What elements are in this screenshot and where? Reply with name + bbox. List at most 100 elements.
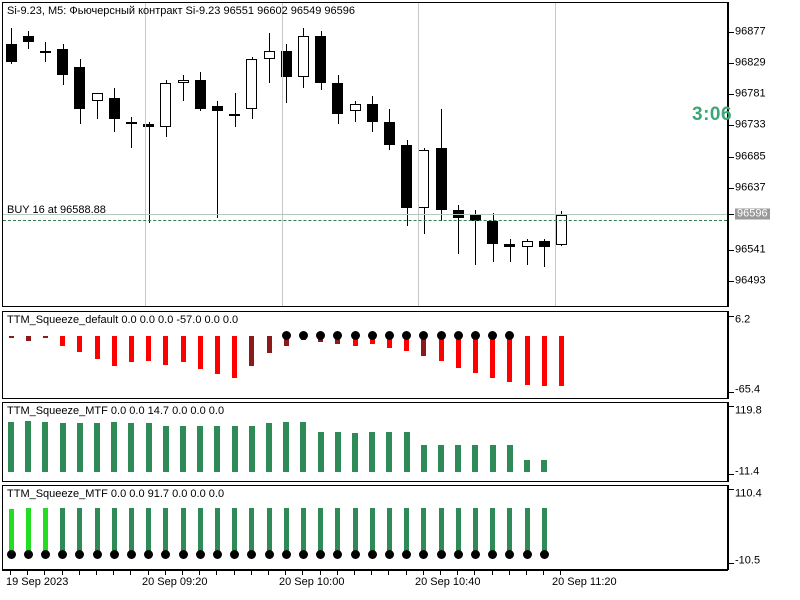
squeeze-dot xyxy=(385,550,394,559)
histogram-bar xyxy=(181,508,186,555)
squeeze-dot xyxy=(385,331,394,340)
axis-tick xyxy=(728,94,734,95)
squeeze-dot xyxy=(402,550,411,559)
indicator-pane-0[interactable]: TTM_Squeeze_default 0.0 0.0 0.0 -57.0 0.… xyxy=(2,311,728,399)
time-axis[interactable]: 19 Sep 2023 20 Sep 09:20 20 Sep 10:00 20 Se… xyxy=(2,570,728,598)
candle-body xyxy=(264,51,275,60)
histogram-bar xyxy=(95,335,100,359)
candle-body xyxy=(418,150,429,208)
candle-body xyxy=(57,48,68,75)
time-axis-tick xyxy=(388,570,389,575)
squeeze-dot xyxy=(127,550,136,559)
order-label: BUY 16 at 96588.88 xyxy=(7,204,106,216)
time-axis-tick xyxy=(130,570,131,575)
order-price-line-shadow xyxy=(3,214,727,215)
histogram-bar xyxy=(404,432,410,472)
price-chart-pane[interactable]: Si-9.23, M5: Фьючерсный контракт Si-9.23… xyxy=(2,2,728,307)
histogram-bar xyxy=(507,508,512,555)
squeeze-dot xyxy=(316,550,325,559)
candle-body xyxy=(436,147,447,211)
histogram-bar xyxy=(335,432,341,472)
price-axis-label: 96541 xyxy=(735,243,766,256)
price-axis[interactable]: 96877 96829 96781 96733 96685 96637 96541 96493… xyxy=(728,2,798,307)
histogram-bar xyxy=(283,422,289,472)
time-axis-tick xyxy=(182,570,183,575)
squeeze-dot xyxy=(161,550,170,559)
time-axis-tick xyxy=(44,570,45,575)
time-axis-tick xyxy=(474,570,475,575)
squeeze-dot xyxy=(523,550,532,559)
time-axis-tick xyxy=(302,570,303,575)
histogram-bar xyxy=(421,444,427,472)
histogram-bar xyxy=(111,422,117,472)
bar-countdown-timer: 3:06 xyxy=(692,104,733,125)
candle-wick xyxy=(475,210,476,265)
histogram-bar xyxy=(43,335,48,339)
indicator-scale-top-1: 119.8 xyxy=(735,404,762,417)
time-axis-tick xyxy=(526,570,527,575)
time-axis-tick xyxy=(423,570,424,575)
histogram-bar xyxy=(163,425,169,472)
time-axis-tick xyxy=(457,570,458,575)
time-gridline xyxy=(282,3,283,306)
time-axis-tick xyxy=(320,570,321,575)
axis-line xyxy=(728,2,729,307)
indicator-axis-0[interactable]: 6.2 -65.4 xyxy=(728,311,798,399)
candle-body xyxy=(143,124,154,127)
histogram-bar xyxy=(181,335,186,363)
histogram-bar xyxy=(387,508,392,555)
candle-body xyxy=(504,244,515,247)
indicator-axis-2[interactable]: 110.4 -10.5 xyxy=(728,485,798,570)
candle-body xyxy=(556,215,567,245)
price-axis-label: 96637 xyxy=(735,181,766,194)
candle-wick xyxy=(131,116,132,148)
time-axis-tick xyxy=(543,570,544,575)
histogram-bar xyxy=(455,444,461,472)
time-axis-tick xyxy=(10,570,11,575)
indicator-axis-1[interactable]: 119.8 -11.4 xyxy=(728,402,798,482)
squeeze-dot xyxy=(437,550,446,559)
histogram-bar xyxy=(404,508,409,555)
indicator-scale-top-0: 6.2 xyxy=(735,313,751,326)
squeeze-dot xyxy=(333,331,342,340)
histogram-bar xyxy=(146,508,151,555)
squeeze-dot xyxy=(110,550,119,559)
candle-body xyxy=(23,35,34,43)
histogram-bar xyxy=(95,508,100,555)
squeeze-dot xyxy=(505,550,514,559)
candle-body xyxy=(6,43,17,62)
axis-line xyxy=(728,485,729,570)
histogram-bar xyxy=(26,335,31,341)
candle-body xyxy=(74,67,85,109)
squeeze-dot xyxy=(7,550,16,559)
histogram-bar xyxy=(9,335,14,338)
squeeze-dot xyxy=(24,550,33,559)
histogram-bar xyxy=(541,459,547,472)
squeeze-dot xyxy=(179,550,188,559)
time-axis-tick xyxy=(251,570,252,575)
candle-wick xyxy=(510,238,511,263)
candle-wick xyxy=(544,238,545,268)
histogram-bar xyxy=(146,335,151,361)
indicator-pane-2[interactable]: TTM_Squeeze_MTF 0.0 0.0 91.7 0.0 0.0 0.0 xyxy=(2,485,728,570)
histogram-bar xyxy=(94,422,100,472)
indicator-pane-1[interactable]: TTM_Squeeze_MTF 0.0 0.0 14.7 0.0 0.0 0.0 xyxy=(2,402,728,482)
histogram-bar xyxy=(128,423,134,472)
histogram-bar xyxy=(353,508,358,555)
order-price-line xyxy=(3,220,727,221)
histogram-bar xyxy=(129,507,134,555)
time-axis-label: 20 Sep 09:20 xyxy=(142,576,208,588)
histogram-bar xyxy=(352,432,358,472)
histogram-bar xyxy=(404,335,409,351)
time-axis-tick xyxy=(199,570,200,575)
histogram-bar xyxy=(112,508,117,555)
candle-wick xyxy=(458,204,459,255)
candle-body xyxy=(229,113,240,116)
squeeze-dot xyxy=(196,550,205,559)
histogram-bar xyxy=(284,335,289,347)
time-axis-tick xyxy=(62,570,63,575)
time-axis-tick xyxy=(96,570,97,575)
squeeze-dot xyxy=(454,331,463,340)
squeeze-dot xyxy=(230,550,239,559)
histogram-bar xyxy=(267,335,272,354)
